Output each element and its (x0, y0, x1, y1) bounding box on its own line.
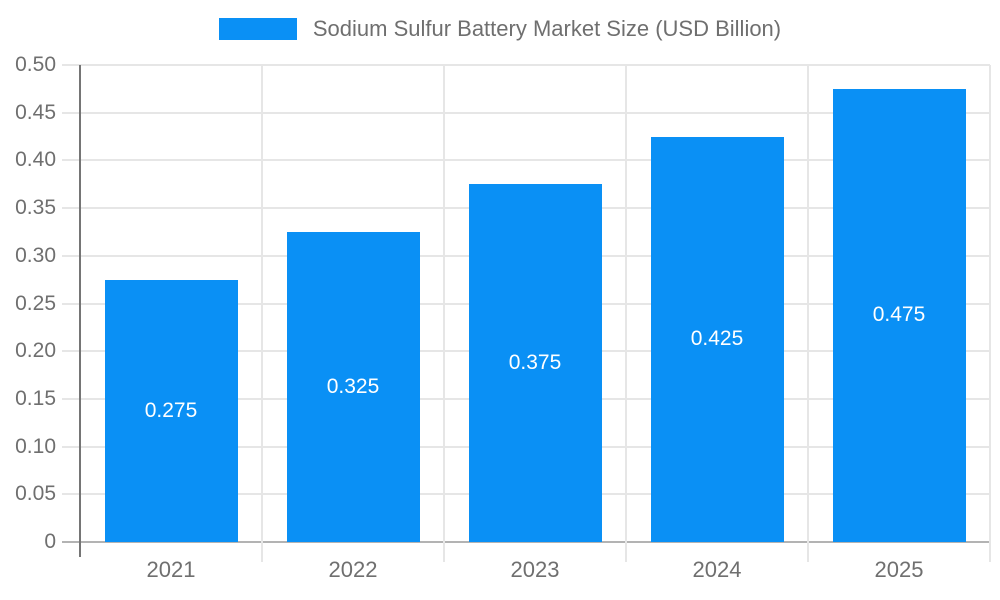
legend-swatch (218, 18, 297, 40)
legend-label: Sodium Sulfur Battery Market Size (USD B… (312, 16, 782, 41)
x-axis-tick-label: 2023 (510, 557, 560, 582)
x-gridline (443, 65, 445, 562)
y-axis-tick-label: 0.50 (15, 53, 56, 76)
y-axis-tick-label: 0.20 (15, 339, 56, 363)
bar-value-label: 0.425 (690, 327, 744, 351)
bar (286, 231, 420, 542)
y-axis-tick-label: 0.30 (15, 243, 56, 267)
bar (104, 279, 238, 542)
y-axis-line (79, 65, 81, 557)
x-gridline (625, 65, 627, 562)
x-axis-tick-label: 2025 (874, 557, 924, 582)
bar (468, 184, 602, 542)
bar-value-label: 0.475 (872, 303, 926, 327)
x-gridline (989, 65, 991, 562)
bar (650, 136, 784, 542)
x-baseline (62, 541, 990, 543)
y-gridline (62, 159, 990, 162)
y-axis-tick-label: 0.40 (15, 148, 56, 172)
x-axis-tick-label: 2022 (328, 557, 378, 582)
bar-value-label: 0.275 (144, 398, 198, 422)
y-axis-tick-label: 0 (44, 530, 56, 553)
chart-legend: Sodium Sulfur Battery Market Size (USD B… (0, 16, 1000, 42)
x-gridline (807, 65, 809, 562)
x-axis-tick-label: 2021 (146, 557, 196, 582)
x-gridline (261, 65, 263, 562)
bar (832, 88, 966, 542)
y-axis-tick-label: 0.05 (15, 482, 56, 506)
y-axis-tick-label: 0.35 (15, 196, 56, 220)
y-gridline (62, 64, 990, 66)
y-gridline (62, 111, 990, 114)
bar-value-label: 0.375 (508, 351, 562, 375)
x-axis-tick-label: 2024 (692, 557, 742, 582)
bar-value-label: 0.325 (326, 374, 380, 398)
y-axis-tick-label: 0.45 (15, 100, 56, 124)
y-axis-tick-label: 0.25 (15, 291, 56, 315)
y-axis-tick-label: 0.15 (15, 386, 56, 410)
y-axis-tick-label: 0.10 (15, 434, 56, 458)
